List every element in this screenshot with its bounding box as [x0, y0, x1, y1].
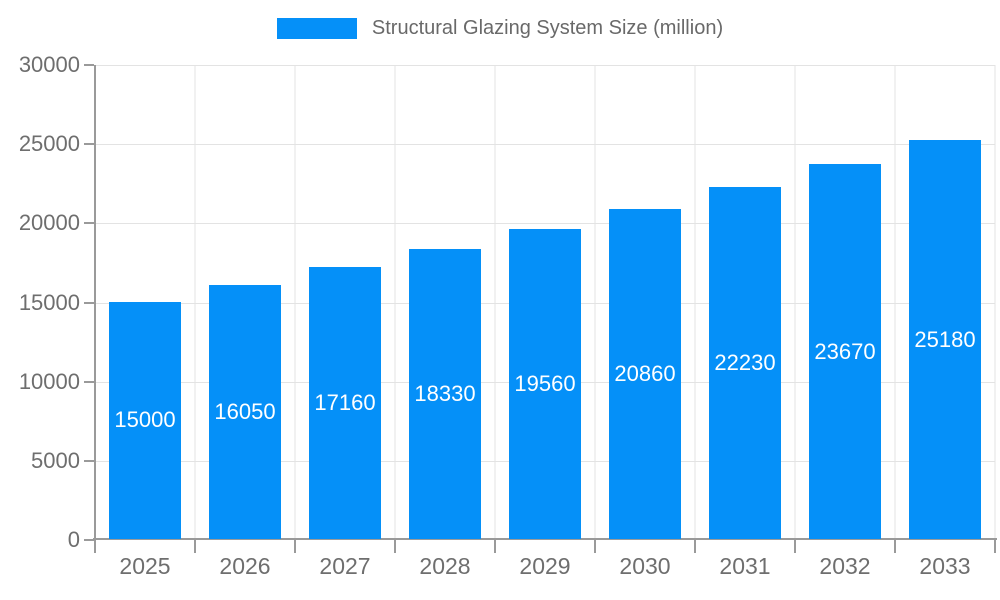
gridline-vertical [494, 65, 496, 540]
gridline-vertical [294, 65, 296, 540]
bar-value-label: 25180 [914, 326, 976, 352]
gridline-horizontal [95, 65, 995, 66]
bar[interactable]: 25180 [909, 140, 981, 539]
y-axis-label: 0 [67, 527, 80, 552]
legend: Structural Glazing System Size (million) [0, 17, 1000, 40]
x-axis-tick [494, 540, 496, 553]
y-axis-line [94, 65, 96, 542]
x-axis-tick [94, 540, 96, 553]
x-axis-tick [294, 540, 296, 553]
x-axis-tick [694, 540, 696, 553]
gridline-vertical [794, 65, 796, 540]
x-axis-label: 2032 [819, 553, 871, 579]
bar-value-label: 18330 [414, 380, 476, 406]
y-axis-tick [84, 222, 94, 225]
y-axis-label: 20000 [18, 210, 80, 236]
x-axis-label: 2029 [519, 553, 571, 579]
y-axis-label: 25000 [18, 131, 80, 157]
gridline-vertical [894, 65, 896, 540]
x-axis-line [93, 538, 997, 540]
gridline-horizontal [95, 144, 995, 146]
y-axis-tick [84, 459, 94, 462]
bar[interactable]: 23670 [809, 164, 881, 539]
y-axis-label: 30000 [18, 52, 80, 77]
bar-value-label: 22230 [714, 350, 776, 376]
bar[interactable]: 20860 [609, 208, 681, 539]
bar[interactable]: 17160 [309, 267, 381, 539]
x-axis-label: 2031 [719, 553, 771, 579]
legend-label: Structural Glazing System Size (million) [371, 17, 724, 39]
bar-value-label: 23670 [814, 338, 876, 364]
gridline-vertical [994, 65, 996, 540]
y-axis-label: 15000 [18, 289, 80, 315]
bar-value-label: 15000 [114, 407, 176, 433]
x-axis-label: 2026 [219, 553, 271, 579]
legend-swatch-icon [276, 18, 357, 39]
x-axis-tick [994, 540, 996, 553]
x-axis-tick [194, 540, 196, 553]
y-axis-tick [84, 143, 94, 146]
x-axis-label: 2025 [119, 553, 171, 579]
x-axis-tick [894, 540, 896, 553]
gridline-vertical [194, 65, 196, 540]
gridline-vertical [694, 65, 696, 540]
legend-item[interactable]: Structural Glazing System Size (million) [276, 17, 724, 40]
plot-area: 0 5000 10000 15000 20000 25000 30000 15000 2025 1… [19, 52, 997, 579]
bar[interactable]: 22230 [709, 187, 781, 539]
y-axis-label: 5000 [31, 447, 80, 473]
bar-value-label: 17160 [314, 390, 376, 416]
x-axis-label: 2030 [619, 553, 671, 579]
y-axis-tick [84, 64, 94, 66]
x-axis-tick [794, 540, 796, 553]
gridline-vertical [594, 65, 596, 540]
bar[interactable]: 19560 [509, 229, 581, 539]
bar[interactable]: 16050 [209, 284, 281, 539]
y-axis-label: 10000 [18, 368, 80, 394]
bar[interactable]: 15000 [109, 301, 181, 539]
x-axis-tick [394, 540, 396, 553]
bar-value-label: 16050 [214, 398, 276, 424]
bar[interactable]: 18330 [409, 248, 481, 539]
x-axis-label: 2028 [419, 553, 471, 579]
y-axis-tick [84, 380, 94, 383]
gridline-horizontal [95, 223, 995, 225]
bar-value-label: 19560 [514, 371, 576, 397]
y-axis-tick [84, 301, 94, 304]
y-axis-tick [84, 539, 94, 541]
x-axis-tick [594, 540, 596, 553]
bar-value-label: 20860 [614, 360, 676, 386]
x-axis-label: 2027 [319, 553, 371, 579]
gridline-vertical [394, 65, 396, 540]
x-axis-label: 2033 [919, 553, 971, 579]
